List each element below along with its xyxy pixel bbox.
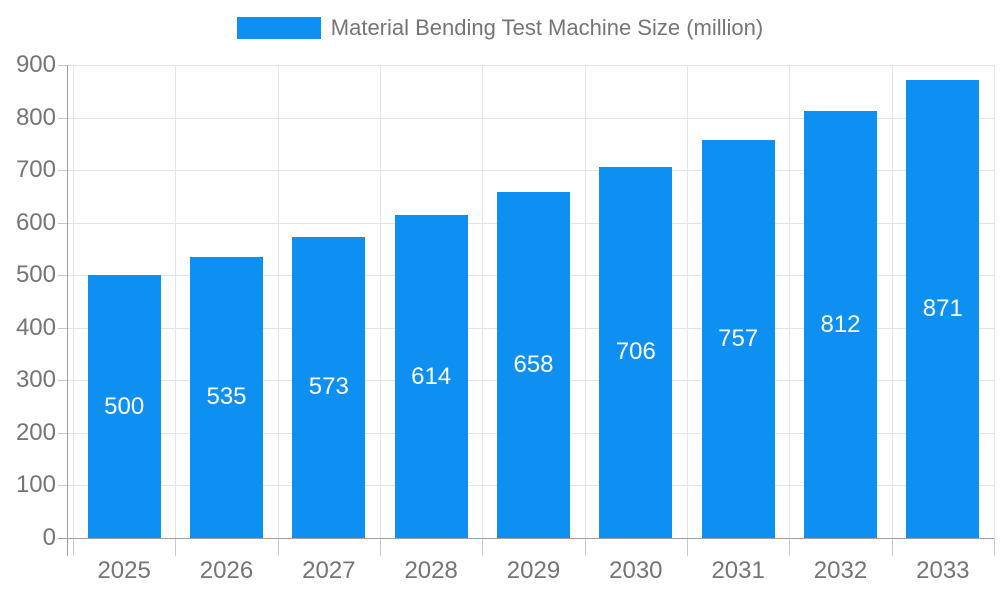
x-tick-label: 2028 bbox=[404, 557, 458, 584]
bar-value-label: 706 bbox=[615, 338, 656, 366]
y-tick-label: 200 bbox=[15, 418, 56, 446]
bar-value-label: 573 bbox=[308, 373, 349, 401]
y-tick-label: 600 bbox=[15, 208, 56, 236]
bar-value-label: 757 bbox=[718, 325, 759, 353]
y-axis-tick bbox=[58, 275, 67, 277]
bar-2030[interactable]: 706 bbox=[599, 166, 673, 538]
v-gridline bbox=[277, 65, 279, 538]
y-axis-tick bbox=[58, 485, 67, 487]
bar-2027[interactable]: 573 bbox=[292, 236, 366, 538]
x-tick-label: 2029 bbox=[506, 557, 561, 584]
bar-2026[interactable]: 535 bbox=[190, 256, 263, 538]
h-gridline bbox=[67, 65, 994, 66]
y-tick-label: 400 bbox=[15, 313, 56, 341]
x-tick-label: 2033 bbox=[916, 557, 970, 584]
v-gridline bbox=[73, 65, 74, 538]
bar-value-label: 614 bbox=[411, 362, 452, 390]
y-tick-label: 0 bbox=[42, 524, 56, 551]
legend[interactable]: Material Bending Test Machine Size (mill… bbox=[0, 13, 1000, 43]
y-tick-label: 100 bbox=[15, 471, 56, 499]
x-axis-tick bbox=[380, 538, 381, 556]
x-axis-tick bbox=[175, 538, 177, 556]
x-axis-line bbox=[58, 538, 994, 539]
x-tick-label: 2026 bbox=[199, 557, 254, 584]
x-tick-label: 2030 bbox=[609, 557, 663, 584]
y-tick-label: 800 bbox=[15, 103, 56, 131]
legend-swatch bbox=[236, 17, 321, 39]
x-axis-tick bbox=[277, 538, 279, 556]
bar-2032[interactable]: 812 bbox=[804, 111, 877, 538]
y-axis-tick bbox=[58, 222, 67, 224]
v-gridline bbox=[994, 65, 995, 538]
bar-2033[interactable]: 871 bbox=[906, 80, 980, 538]
y-axis-tick bbox=[58, 117, 67, 119]
x-tick-label: 2032 bbox=[813, 557, 868, 584]
h-gridline bbox=[67, 170, 994, 172]
y-axis-tick bbox=[58, 327, 67, 329]
x-axis-tick bbox=[482, 538, 484, 556]
bar-value-label: 871 bbox=[922, 295, 963, 323]
x-axis-tick bbox=[73, 538, 74, 556]
bar-2028[interactable]: 614 bbox=[394, 215, 468, 538]
x-axis-tick bbox=[994, 538, 995, 556]
bar-value-label: 812 bbox=[820, 310, 861, 338]
y-tick-label: 500 bbox=[15, 261, 56, 289]
y-tick-label: 700 bbox=[15, 156, 56, 184]
y-axis-tick bbox=[58, 380, 67, 382]
x-axis-tick bbox=[891, 538, 893, 556]
bar-2025[interactable]: 500 bbox=[87, 275, 161, 538]
x-tick-label: 2027 bbox=[302, 557, 356, 584]
v-gridline bbox=[687, 65, 688, 538]
v-gridline bbox=[380, 65, 381, 538]
x-tick-label: 2031 bbox=[711, 557, 765, 584]
bar-2031[interactable]: 757 bbox=[701, 140, 775, 538]
x-axis-tick bbox=[789, 538, 791, 556]
bar-value-label: 658 bbox=[513, 351, 554, 379]
x-axis-tick bbox=[687, 538, 688, 556]
v-gridline bbox=[789, 65, 791, 538]
bar-value-label: 500 bbox=[104, 392, 145, 420]
v-gridline bbox=[175, 65, 177, 538]
y-tick-label: 300 bbox=[15, 366, 56, 394]
h-gridline bbox=[67, 117, 994, 119]
bar-value-label: 535 bbox=[206, 383, 247, 411]
v-gridline bbox=[584, 65, 586, 538]
y-tick-label: 900 bbox=[15, 51, 56, 78]
x-axis-tick bbox=[584, 538, 586, 556]
y-axis-tick bbox=[58, 432, 67, 434]
y-axis-tick bbox=[58, 65, 67, 66]
x-tick-label: 2025 bbox=[97, 557, 151, 584]
y-axis-tick bbox=[58, 170, 67, 172]
bar-2029[interactable]: 658 bbox=[497, 192, 570, 538]
legend-label: Material Bending Test Machine Size (mill… bbox=[330, 15, 764, 40]
v-gridline bbox=[891, 65, 893, 538]
v-gridline bbox=[482, 65, 484, 538]
y-axis-line bbox=[67, 65, 68, 556]
